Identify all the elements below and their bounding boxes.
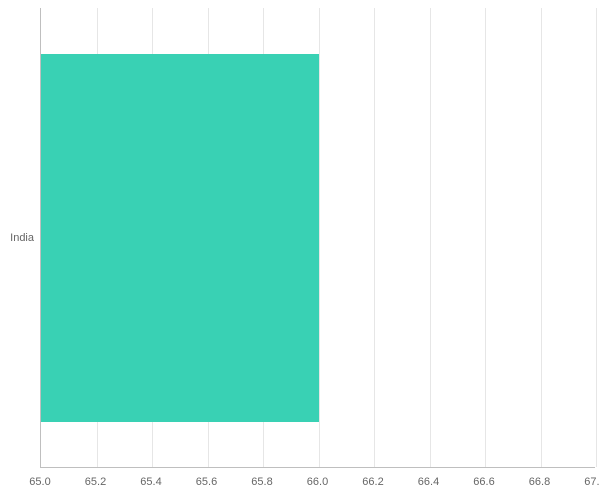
x-gridline xyxy=(596,8,597,467)
x-tick-label: 66.0 xyxy=(307,476,328,488)
x-tick-label: 65.4 xyxy=(140,476,161,488)
x-tick-label: 66.6 xyxy=(473,476,494,488)
plot-area xyxy=(40,8,595,468)
x-tick-label: 66.4 xyxy=(418,476,439,488)
x-gridline xyxy=(430,8,431,467)
x-gridline xyxy=(541,8,542,467)
x-tick-label: 66.2 xyxy=(362,476,383,488)
x-tick-label: 65.8 xyxy=(251,476,272,488)
x-tick-label: 66.8 xyxy=(529,476,550,488)
chart: 65.0 65.2 65.4 65.6 65.8 66.0 66.2 66.4 66.6 66.8… xyxy=(0,0,600,500)
y-tick-label: India xyxy=(10,232,34,244)
x-tick-label: 65.6 xyxy=(196,476,217,488)
bar xyxy=(41,54,319,422)
x-tick-label: 67.0 xyxy=(584,476,600,488)
x-tick-label: 65.2 xyxy=(85,476,106,488)
x-gridline xyxy=(485,8,486,467)
x-tick-label: 65.0 xyxy=(29,476,50,488)
x-gridline xyxy=(319,8,320,467)
x-gridline xyxy=(374,8,375,467)
